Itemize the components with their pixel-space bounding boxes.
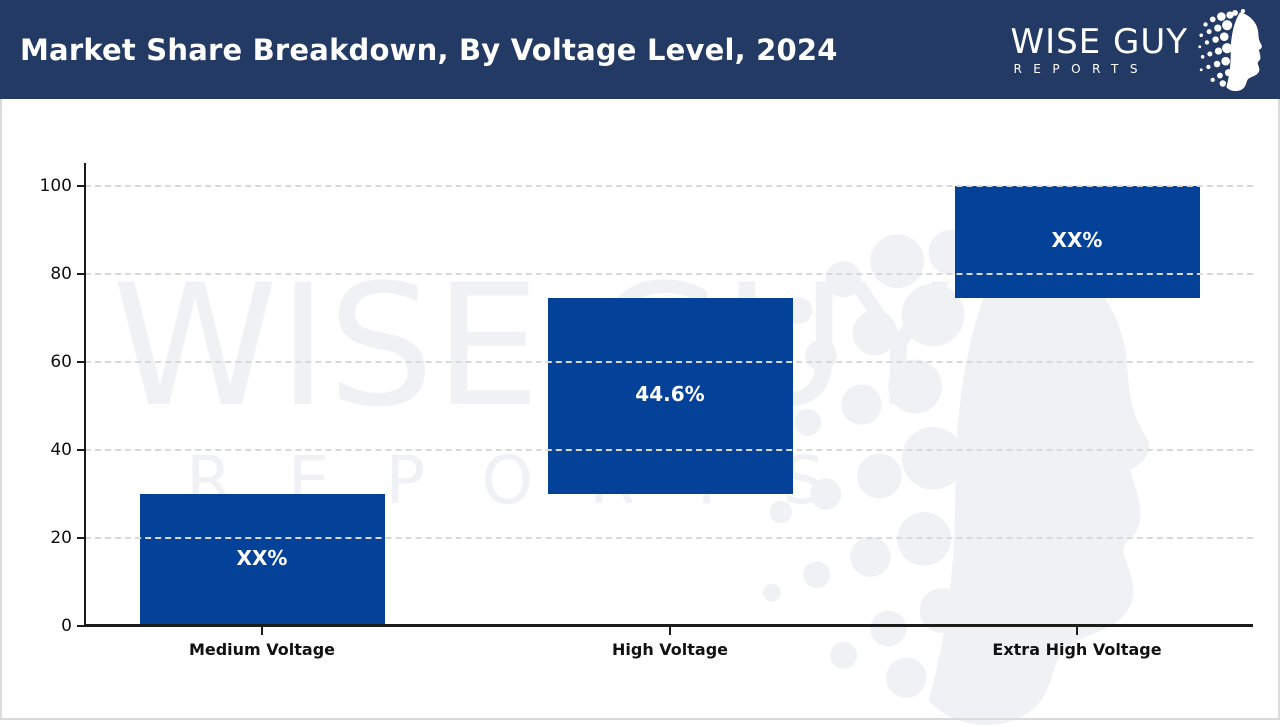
x-category-label: High Voltage [611,640,729,659]
x-axis-line [84,624,1253,627]
gridline [85,448,1253,451]
y-tick-mark [77,624,85,627]
bar-segment [954,186,1200,298]
bar-segment [139,493,385,626]
x-tick-mark [1076,627,1078,635]
gridline [85,360,1253,363]
y-tick-label: 0 [61,615,72,636]
y-axis-line [84,163,86,627]
wiseguy-logo: WISE GUY REPORTS [1010,8,1266,92]
x-tick-mark [261,627,263,635]
header: Market Share Breakdown, By Voltage Level… [0,0,1280,99]
y-tick-mark [77,272,85,275]
y-tick-label: 80 [50,263,72,284]
y-tick-mark [77,448,85,451]
gridline [85,536,1253,539]
x-tick-mark [669,627,671,635]
y-tick-label: 60 [50,351,72,372]
bar-value-label: XX% [236,545,288,570]
logo-wordmark: WISE GUY [1010,21,1188,62]
bar-value-label: 44.6% [635,381,705,406]
gridline [85,185,1253,188]
y-tick-mark [77,360,85,363]
gridline [85,272,1253,275]
x-category-label: Extra High Voltage [992,640,1162,659]
bar-segment [547,297,793,494]
y-tick-mark [77,536,85,539]
logo-text: WISE GUY REPORTS [1010,25,1188,75]
y-tick-label: 20 [50,527,72,548]
page-title: Market Share Breakdown, By Voltage Level… [20,32,838,67]
bar-value-label: XX% [1051,227,1103,252]
y-tick-label: 100 [39,176,72,197]
logo-subtext: REPORTS [1013,61,1149,76]
x-category-label: Medium Voltage [188,640,336,659]
y-tick-mark [77,185,85,188]
y-tick-label: 40 [50,439,72,460]
logo-face-icon [1194,8,1266,92]
